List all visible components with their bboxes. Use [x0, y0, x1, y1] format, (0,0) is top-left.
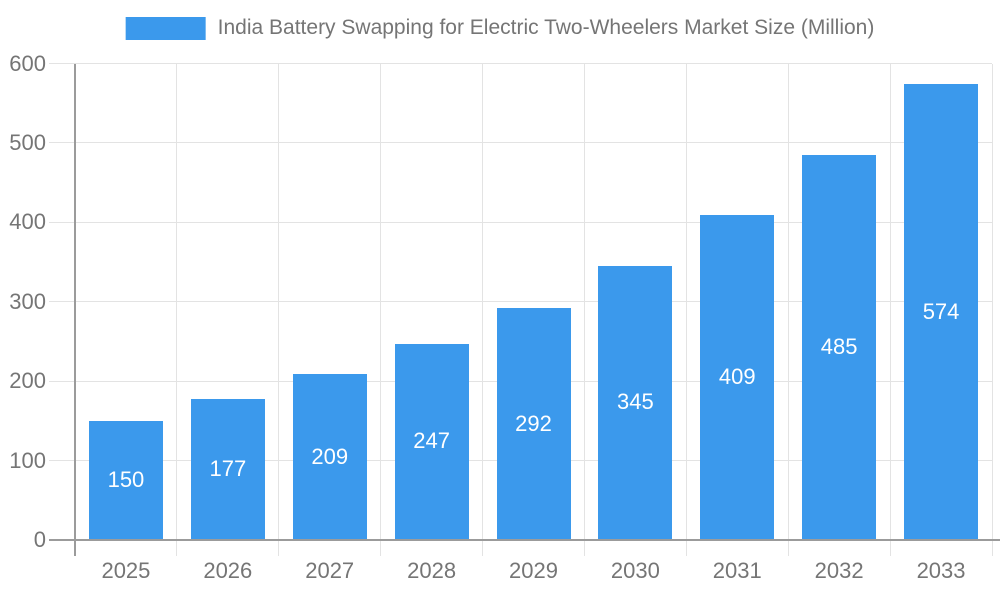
bar: 345: [598, 266, 673, 539]
x-tick-label: 2027: [305, 558, 355, 583]
gridline-vertical: [685, 63, 687, 556]
bar-value-label: 409: [718, 364, 756, 390]
bar-value-label: 345: [617, 389, 654, 415]
gridline-horizontal: [49, 221, 992, 223]
bar-value-label: 574: [922, 298, 960, 324]
x-tick-label: 2029: [509, 558, 558, 583]
gridline-vertical: [583, 63, 585, 556]
x-tick-label: 2026: [203, 558, 253, 583]
bar-value-label: 209: [311, 443, 349, 469]
bar-value-label: 177: [209, 456, 247, 482]
bar: 177: [190, 399, 265, 539]
gridline-vertical: [482, 63, 484, 556]
y-axis-line: [73, 63, 76, 556]
bar: 150: [88, 420, 163, 539]
legend-label: India Battery Swapping for Electric Two-…: [217, 16, 875, 39]
bar: 409: [700, 215, 775, 539]
gridline-vertical: [176, 63, 178, 556]
gridline-vertical: [380, 63, 382, 556]
bar: 485: [802, 154, 877, 539]
y-tick-label: 300: [9, 288, 46, 314]
bar-value-label: 150: [107, 466, 145, 492]
x-tick-label: 2033: [916, 558, 966, 583]
y-tick-label: 400: [9, 209, 46, 235]
legend-swatch-icon: [125, 16, 206, 40]
x-tick-label: 2025: [101, 558, 151, 583]
x-tick-label: 2032: [814, 558, 864, 583]
y-tick-label: 100: [9, 447, 46, 473]
y-tick-label: 600: [9, 50, 46, 76]
gridline-vertical: [787, 63, 789, 556]
y-tick-label: 0: [33, 527, 46, 552]
gridline-horizontal: [49, 142, 992, 144]
gridline-horizontal: [49, 63, 992, 64]
x-tick-label: 2028: [407, 558, 457, 583]
x-axis-line: [49, 539, 1000, 541]
gridline-vertical: [889, 63, 891, 556]
bar: 247: [394, 343, 469, 539]
x-tick-label: 2030: [610, 558, 660, 583]
gridline-vertical: [991, 63, 993, 556]
gridline-horizontal: [49, 301, 992, 303]
bar: 574: [904, 84, 979, 539]
bar-value-label: 485: [820, 333, 858, 359]
y-tick-label: 500: [9, 129, 46, 155]
bar: 292: [496, 308, 571, 539]
bar-value-label: 292: [515, 410, 552, 436]
gridline-vertical: [278, 63, 280, 556]
legend-item[interactable]: India Battery Swapping for Electric Two-…: [125, 16, 875, 40]
bar-value-label: 247: [413, 428, 450, 454]
y-tick-label: 200: [9, 368, 46, 394]
x-tick-label: 2031: [712, 558, 762, 583]
bar: 209: [292, 374, 367, 539]
